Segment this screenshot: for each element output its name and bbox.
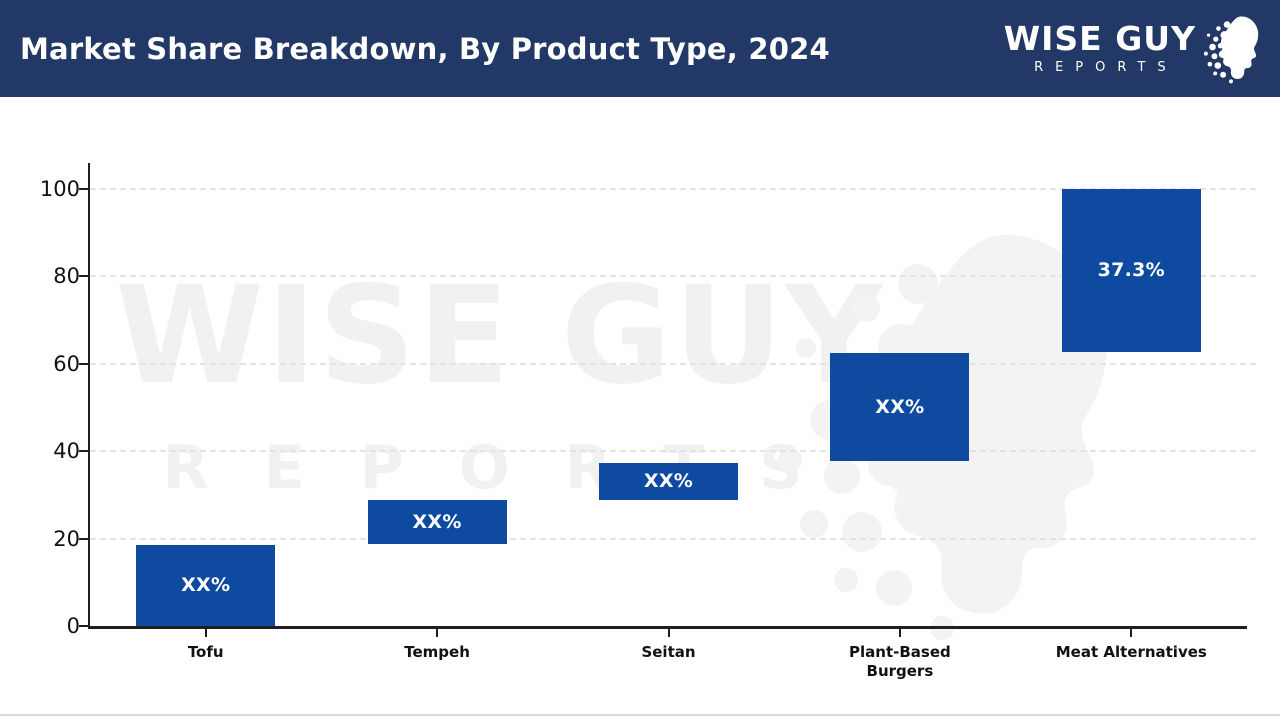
y-axis-label: 40 xyxy=(53,439,80,463)
x-axis-label-seitan: Seitan xyxy=(641,643,696,661)
bar-value-label: XX% xyxy=(181,574,231,597)
bar-tofu: XX% xyxy=(136,544,276,626)
brand-logo: WISE GUY REPORTS xyxy=(1004,9,1264,89)
bar-meat-alternatives: 37.3% xyxy=(1061,188,1201,352)
bar-value-label: XX% xyxy=(643,470,694,493)
bar-value-label: 37.3% xyxy=(1097,259,1165,282)
x-axis-tick xyxy=(436,629,439,637)
x-axis-line xyxy=(88,626,1247,629)
y-axis-label: 0 xyxy=(66,614,80,638)
y-axis-tick xyxy=(79,362,88,365)
y-axis-tick xyxy=(79,537,88,540)
x-axis-tick xyxy=(667,629,670,637)
brand-wordmark: WISE GUY REPORTS xyxy=(1004,22,1196,75)
x-axis-label-meat-alternatives: Meat Alternatives xyxy=(1055,643,1207,661)
x-axis-label-tempeh: Tempeh xyxy=(404,643,470,661)
dotted-head-icon xyxy=(1198,9,1264,89)
y-axis-label: 60 xyxy=(53,351,80,376)
gridline-20 xyxy=(90,537,1256,540)
watermark-brand-name: WISE GUY xyxy=(115,257,885,414)
bar-value-label: XX% xyxy=(875,396,925,419)
y-axis-tick xyxy=(79,187,88,190)
page-title: Market Share Breakdown, By Product Type,… xyxy=(20,31,830,66)
y-axis-line xyxy=(88,163,90,629)
y-axis-label: 100 xyxy=(39,176,80,201)
brand-subtext: REPORTS xyxy=(1034,60,1178,75)
gridline-100 xyxy=(90,187,1256,190)
x-axis-label-tofu: Tofu xyxy=(187,643,224,661)
y-axis-tick xyxy=(79,450,88,452)
header-bar: Market Share Breakdown, By Product Type,… xyxy=(0,0,1280,97)
bar-plant-based-burgers: XX% xyxy=(830,353,970,462)
y-axis-label: 80 xyxy=(53,264,80,288)
x-axis-tick xyxy=(204,629,207,637)
bar-seitan: XX% xyxy=(599,462,738,500)
x-axis-tick xyxy=(898,629,901,637)
y-axis-tick xyxy=(79,625,88,627)
bar-tempeh: XX% xyxy=(367,500,507,544)
brand-name: WISE GUY xyxy=(1003,19,1196,58)
gridline-40 xyxy=(90,450,1256,452)
y-axis-tick xyxy=(79,275,88,277)
bar-value-label: XX% xyxy=(412,510,462,533)
footer-divider xyxy=(0,714,1280,716)
x-axis-label-plant-based-burgers: Plant-Based Burgers xyxy=(849,643,951,680)
x-axis-tick xyxy=(1130,629,1133,637)
gridline-60 xyxy=(90,362,1256,365)
y-axis-label: 20 xyxy=(53,526,80,551)
gridline-80 xyxy=(90,275,1256,277)
